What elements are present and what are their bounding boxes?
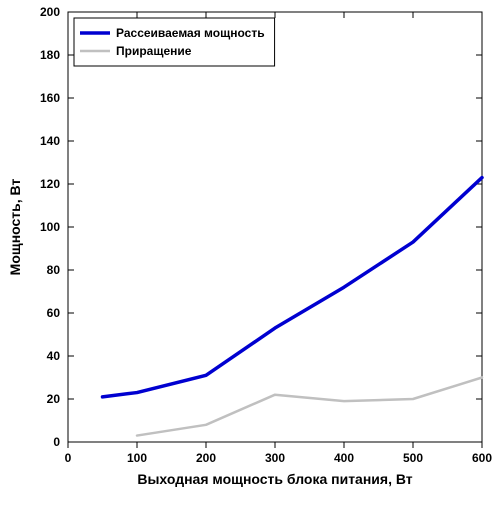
y-tick-label: 200 (40, 5, 60, 19)
y-tick-label: 100 (40, 220, 60, 234)
y-tick-label: 120 (40, 177, 60, 191)
y-tick-label: 160 (40, 91, 60, 105)
series-line-1 (137, 378, 482, 436)
power-chart: 0 100 200 300 400 500 600 0 20 40 60 80 100 120 140 160… (0, 0, 500, 500)
y-tick-label: 80 (47, 263, 61, 277)
x-tick-label: 200 (196, 451, 216, 465)
x-tick-label: 500 (403, 451, 423, 465)
x-axis-title: Выходная мощность блока питания, Вт (137, 471, 412, 487)
y-tick-label: 0 (53, 435, 60, 449)
x-tick-label: 600 (472, 451, 492, 465)
x-tick-label: 300 (265, 451, 285, 465)
x-tick-label: 100 (127, 451, 147, 465)
y-tick-label: 20 (47, 392, 61, 406)
y-tick-label: 180 (40, 48, 60, 62)
legend-label-0: Рассеиваемая мощность (116, 26, 265, 40)
y-axis-title: Мощность, Вт (7, 179, 23, 276)
x-tick-label: 0 (65, 451, 72, 465)
y-tick-label: 40 (47, 349, 61, 363)
x-tick-label: 400 (334, 451, 354, 465)
legend-label-1: Приращение (116, 44, 192, 58)
y-tick-label: 140 (40, 134, 60, 148)
y-tick-label: 60 (47, 306, 61, 320)
plot-area (68, 12, 482, 442)
chart-svg: 0 100 200 300 400 500 600 0 20 40 60 80 100 120 140 160… (0, 0, 500, 500)
series-line-0 (103, 178, 483, 397)
